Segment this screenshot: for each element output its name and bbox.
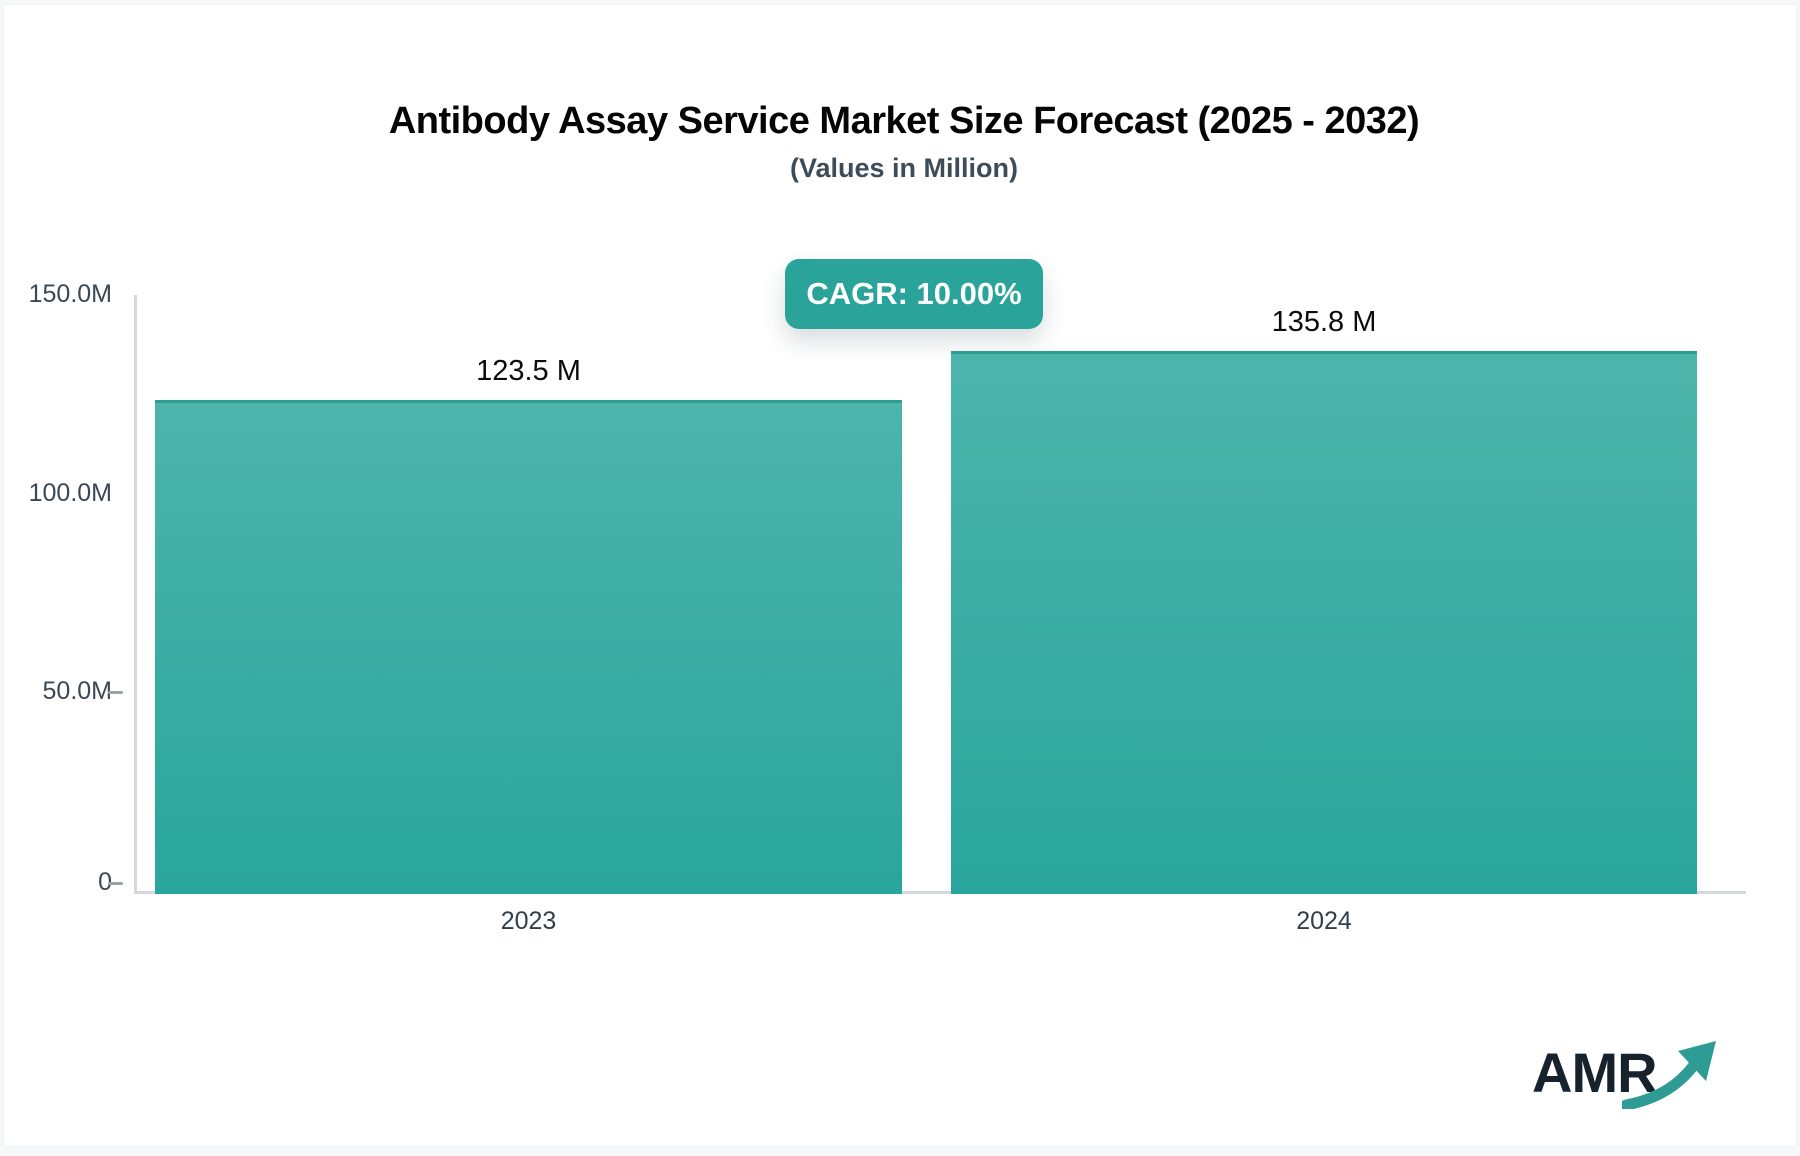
y-axis-tick-label: 50.0M bbox=[42, 677, 112, 706]
y-axis-tick-dash bbox=[108, 691, 123, 695]
chart-subtitle: (Values in Million) bbox=[789, 153, 1019, 183]
bar bbox=[155, 400, 902, 894]
x-axis-line bbox=[134, 891, 1746, 894]
chart-card: Antibody Assay Service Market Size Forec… bbox=[3, 4, 1797, 1147]
x-axis-category-label: 2024 bbox=[1296, 907, 1352, 935]
cagr-badge: CAGR: 10.00% bbox=[785, 259, 1043, 329]
bar-value-label: 135.8 M bbox=[1271, 306, 1377, 339]
amr-logo-text: AMR bbox=[1532, 1041, 1658, 1104]
trending-up-arrow-icon bbox=[1622, 1041, 1716, 1109]
bar-value-label: 123.5 M bbox=[476, 355, 581, 388]
y-axis-line bbox=[134, 295, 137, 894]
y-axis-tick-label: 150.0M bbox=[28, 280, 112, 308]
amr-logo: AMR bbox=[1532, 1041, 1752, 1123]
chart-title: Antibody Assay Service Market Size Forec… bbox=[388, 100, 1420, 142]
cagr-badge-label: CAGR: 10.00% bbox=[806, 276, 1022, 311]
y-axis-tick-dash bbox=[108, 882, 123, 885]
x-axis-category-label: 2023 bbox=[500, 907, 557, 935]
y-axis-tick-label: 0 bbox=[98, 868, 112, 896]
bar bbox=[951, 351, 1697, 894]
y-axis-tick-label: 100.0M bbox=[28, 478, 112, 507]
